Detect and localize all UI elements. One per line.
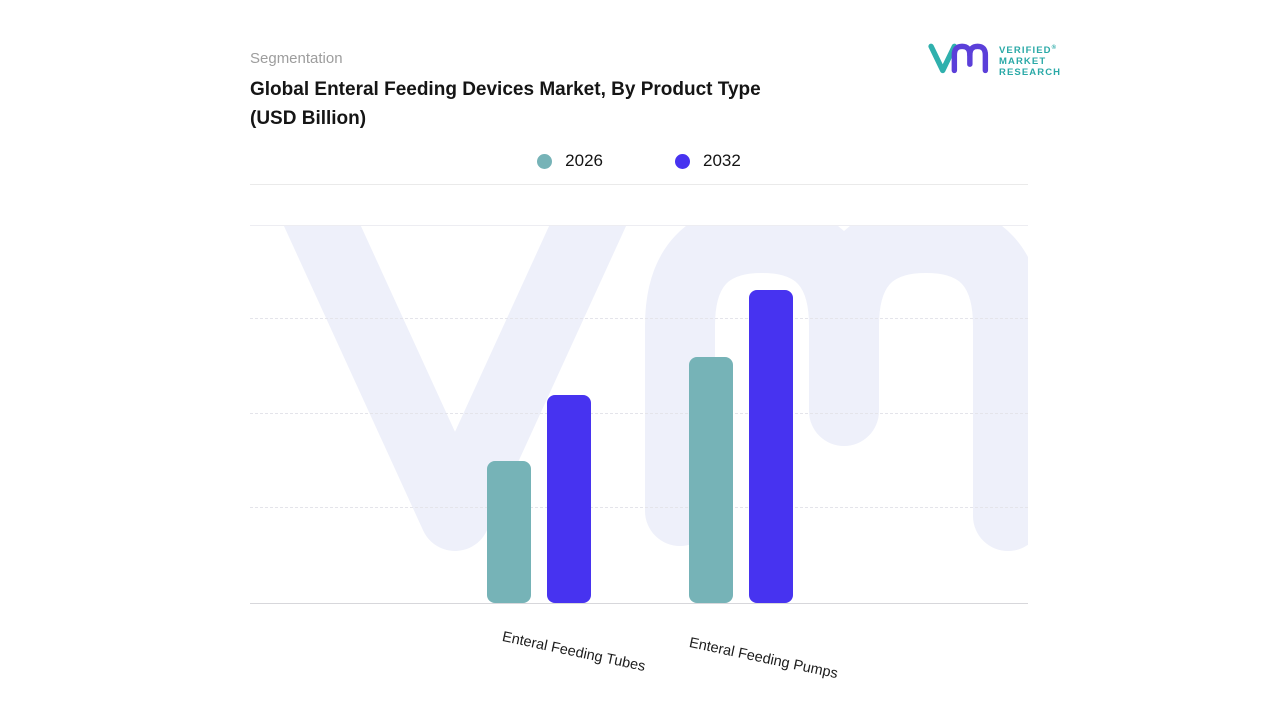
x-axis-label-enteral-feeding-pumps: Enteral Feeding Pumps	[687, 635, 840, 683]
chart-legend: 2026 2032	[250, 147, 1028, 175]
legend-dot-2032-icon	[675, 153, 690, 169]
bar-2032-enteral-feeding-tubes	[547, 394, 591, 603]
header-separator	[250, 184, 1028, 185]
eyebrow-label: Segmentation	[250, 50, 343, 67]
legend-dot-2026-icon	[537, 153, 553, 169]
bar-2026-enteral-feeding-tubes	[487, 460, 531, 603]
vmr-logo-icon	[928, 40, 990, 81]
gridline-1	[250, 507, 1028, 509]
gridline-2	[250, 412, 1028, 414]
page-title-line1: Global Enteral Feeding Devices Market, B…	[250, 79, 761, 100]
registered-mark-icon: ®	[1051, 44, 1058, 51]
vmr-logo-text: VERIFIED® MARKET RESEARCH	[999, 44, 1062, 79]
x-axis-label-enteral-feeding-tubes: Enteral Feeding Tubes	[500, 629, 647, 675]
legend-label-2026: 2026	[565, 151, 603, 170]
vmr-logo: VERIFIED® MARKET RESEARCH	[928, 40, 1061, 81]
page-title: Global Enteral Feeding Devices Market, B…	[250, 75, 761, 133]
bar-2026-enteral-feeding-pumps	[689, 356, 733, 603]
bar-2032-enteral-feeding-pumps	[749, 290, 793, 603]
gridline-3	[250, 317, 1028, 319]
page-title-line2: (USD Billion)	[250, 108, 367, 129]
plot-area	[250, 225, 1028, 604]
legend-item-2032: 2032	[675, 151, 741, 171]
legend-item-2026: 2026	[537, 151, 603, 171]
legend-label-2032: 2032	[703, 151, 741, 170]
vmr-watermark-icon	[250, 226, 1028, 603]
